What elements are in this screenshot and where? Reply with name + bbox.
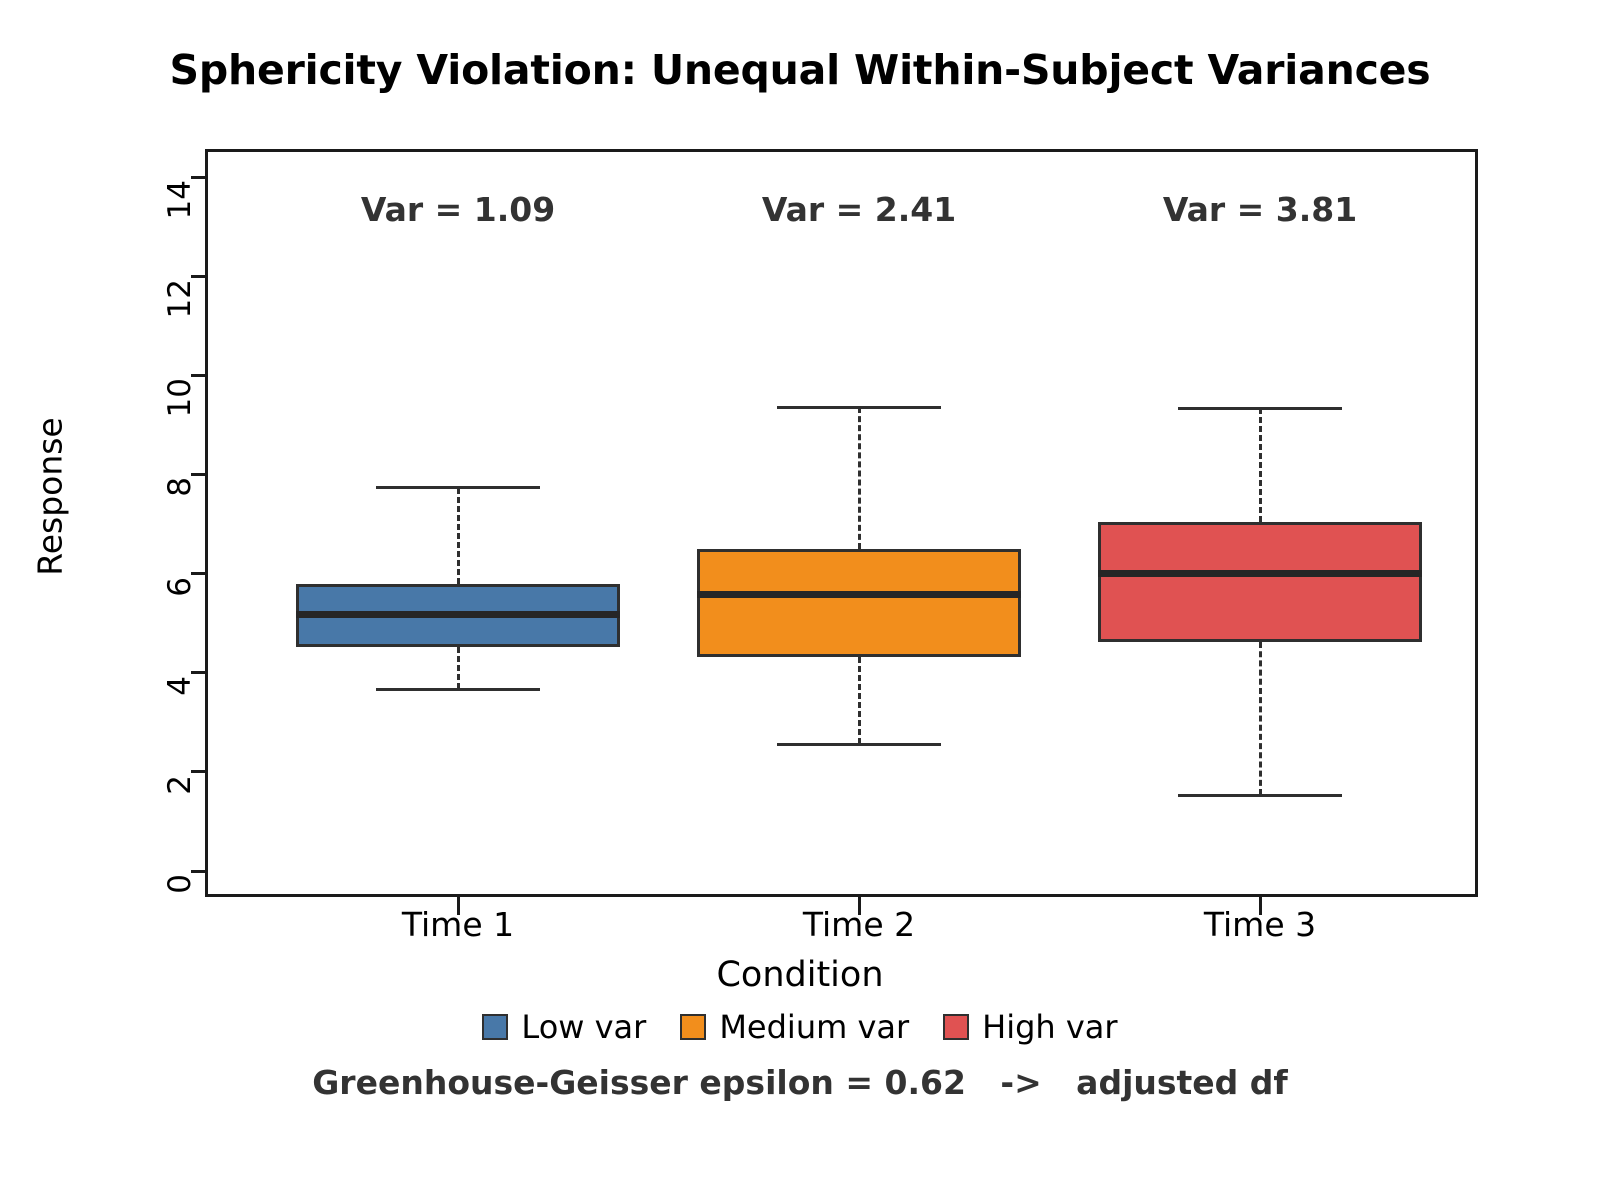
whisker-cap-lower bbox=[777, 742, 941, 746]
y-tick-label-text: 14 bbox=[162, 180, 198, 220]
y-tick-mark bbox=[191, 472, 205, 476]
x-tick-mark bbox=[456, 897, 460, 915]
whisker-upper bbox=[857, 407, 861, 549]
x-tick-label: Time 2 bbox=[802, 905, 916, 944]
y-tick-label: 6 bbox=[120, 559, 198, 597]
legend-label: High var bbox=[982, 1008, 1118, 1046]
y-tick-mark bbox=[191, 572, 205, 576]
whisker-lower bbox=[456, 646, 460, 690]
whisker-lower bbox=[857, 656, 861, 745]
whisker-upper bbox=[1258, 408, 1262, 523]
y-tick-label-text: 6 bbox=[162, 576, 198, 597]
y-tick-mark bbox=[191, 373, 205, 377]
x-tick-label: Time 3 bbox=[1203, 905, 1317, 944]
chart-title: Sphericity Violation: Unequal Within-Sub… bbox=[169, 46, 1431, 94]
boxplot-box bbox=[697, 548, 1021, 657]
x-tick-mark bbox=[857, 897, 861, 915]
y-tick-label: 0 bbox=[120, 856, 198, 894]
y-axis-title: Response bbox=[30, 417, 70, 576]
legend: Low var Medium var High var bbox=[0, 1008, 1600, 1046]
median-line bbox=[296, 610, 620, 618]
whisker-cap-lower bbox=[376, 687, 540, 691]
y-tick-mark bbox=[191, 869, 205, 873]
legend-entry: Medium var bbox=[680, 1008, 909, 1046]
footer-annotation: Greenhouse-Geisser epsilon = 0.62 -> adj… bbox=[312, 1063, 1288, 1102]
whisker-cap-upper bbox=[1178, 406, 1342, 410]
median-line bbox=[697, 591, 1021, 599]
legend-entry: Low var bbox=[482, 1008, 646, 1046]
y-tick-label: 10 bbox=[120, 360, 198, 417]
y-tick-mark bbox=[191, 770, 205, 774]
variance-annotation-time1: Var = 1.09 bbox=[360, 190, 556, 229]
boxplot-box bbox=[1098, 522, 1422, 642]
y-tick-label-text: 0 bbox=[162, 874, 198, 894]
y-tick-label-text: 12 bbox=[162, 279, 198, 319]
x-axis-title: Condition bbox=[716, 955, 884, 995]
whisker-cap-lower bbox=[1178, 793, 1342, 797]
legend-label: Low var bbox=[521, 1008, 647, 1046]
y-tick-label-text: 2 bbox=[162, 774, 198, 795]
median-line bbox=[1098, 569, 1422, 577]
whisker-cap-upper bbox=[777, 405, 941, 409]
y-tick-mark bbox=[191, 175, 205, 179]
whisker-lower bbox=[1258, 641, 1262, 796]
y-tick-label-text: 8 bbox=[162, 477, 198, 498]
legend-swatch-icon bbox=[482, 1014, 509, 1040]
y-tick-label-text: 4 bbox=[162, 675, 198, 696]
variance-annotation-time2: Var = 2.41 bbox=[761, 190, 957, 229]
y-tick-label: 8 bbox=[120, 459, 198, 497]
whisker-cap-upper bbox=[376, 486, 540, 490]
y-tick-mark bbox=[191, 671, 205, 675]
x-tick-label: Time 1 bbox=[401, 905, 515, 944]
variance-annotation-time3: Var = 3.81 bbox=[1162, 190, 1358, 229]
y-tick-label: 12 bbox=[120, 261, 198, 318]
whisker-upper bbox=[456, 487, 460, 584]
x-tick-mark bbox=[1258, 897, 1262, 915]
legend-swatch-icon bbox=[680, 1014, 707, 1040]
y-tick-label: 4 bbox=[120, 658, 198, 696]
legend-swatch-icon bbox=[943, 1014, 970, 1040]
legend-entry: High var bbox=[943, 1008, 1118, 1046]
y-tick-label: 2 bbox=[120, 757, 198, 795]
y-tick-label: 14 bbox=[120, 162, 198, 219]
y-tick-mark bbox=[191, 274, 205, 278]
y-tick-label-text: 10 bbox=[162, 378, 198, 418]
legend-label: Medium var bbox=[719, 1008, 910, 1046]
